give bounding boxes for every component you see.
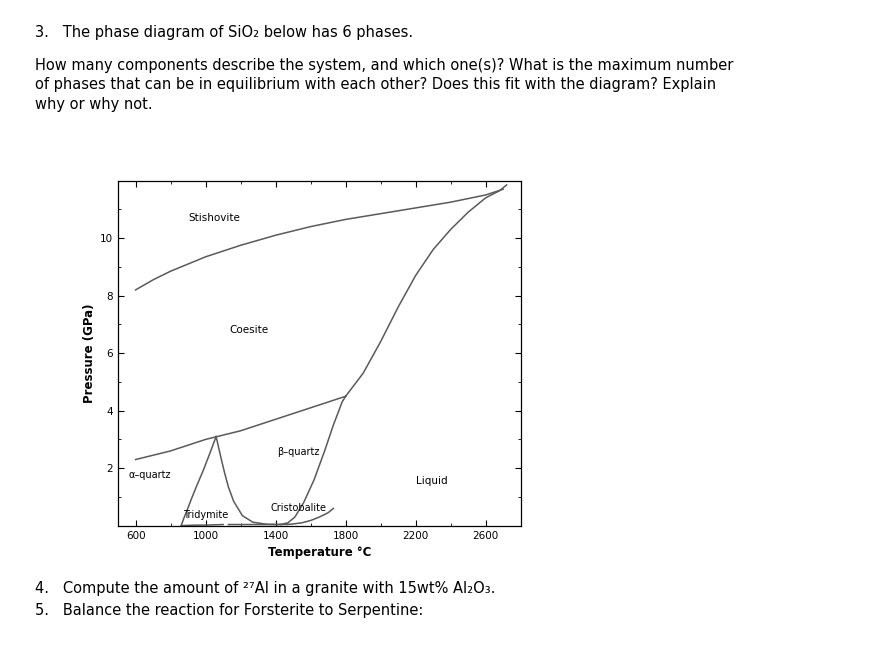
Text: Tridymite: Tridymite xyxy=(183,510,228,520)
Text: α–quartz: α–quartz xyxy=(129,470,171,481)
Text: 3.   The phase diagram of SiO₂ below has 6 phases.: 3. The phase diagram of SiO₂ below has 6… xyxy=(35,25,413,39)
Text: Coesite: Coesite xyxy=(230,325,269,335)
X-axis label: Temperature °C: Temperature °C xyxy=(268,546,371,559)
Text: Cristobalite: Cristobalite xyxy=(270,503,326,513)
Text: of phases that can be in equilibrium with each other? Does this fit with the dia: of phases that can be in equilibrium wit… xyxy=(35,77,716,92)
Text: How many components describe the system, and which one(s)? What is the maximum n: How many components describe the system,… xyxy=(35,58,733,73)
Y-axis label: Pressure (GPa): Pressure (GPa) xyxy=(83,303,96,403)
Text: why or why not.: why or why not. xyxy=(35,97,152,112)
Text: β–quartz: β–quartz xyxy=(277,448,319,457)
Text: Stishovite: Stishovite xyxy=(188,213,241,223)
Text: Liquid: Liquid xyxy=(416,476,447,486)
Text: 5.   Balance the reaction for Forsterite to Serpentine:: 5. Balance the reaction for Forsterite t… xyxy=(35,603,424,618)
Text: 4.   Compute the amount of ²⁷Al in a granite with 15wt% Al₂O₃.: 4. Compute the amount of ²⁷Al in a grani… xyxy=(35,580,495,595)
